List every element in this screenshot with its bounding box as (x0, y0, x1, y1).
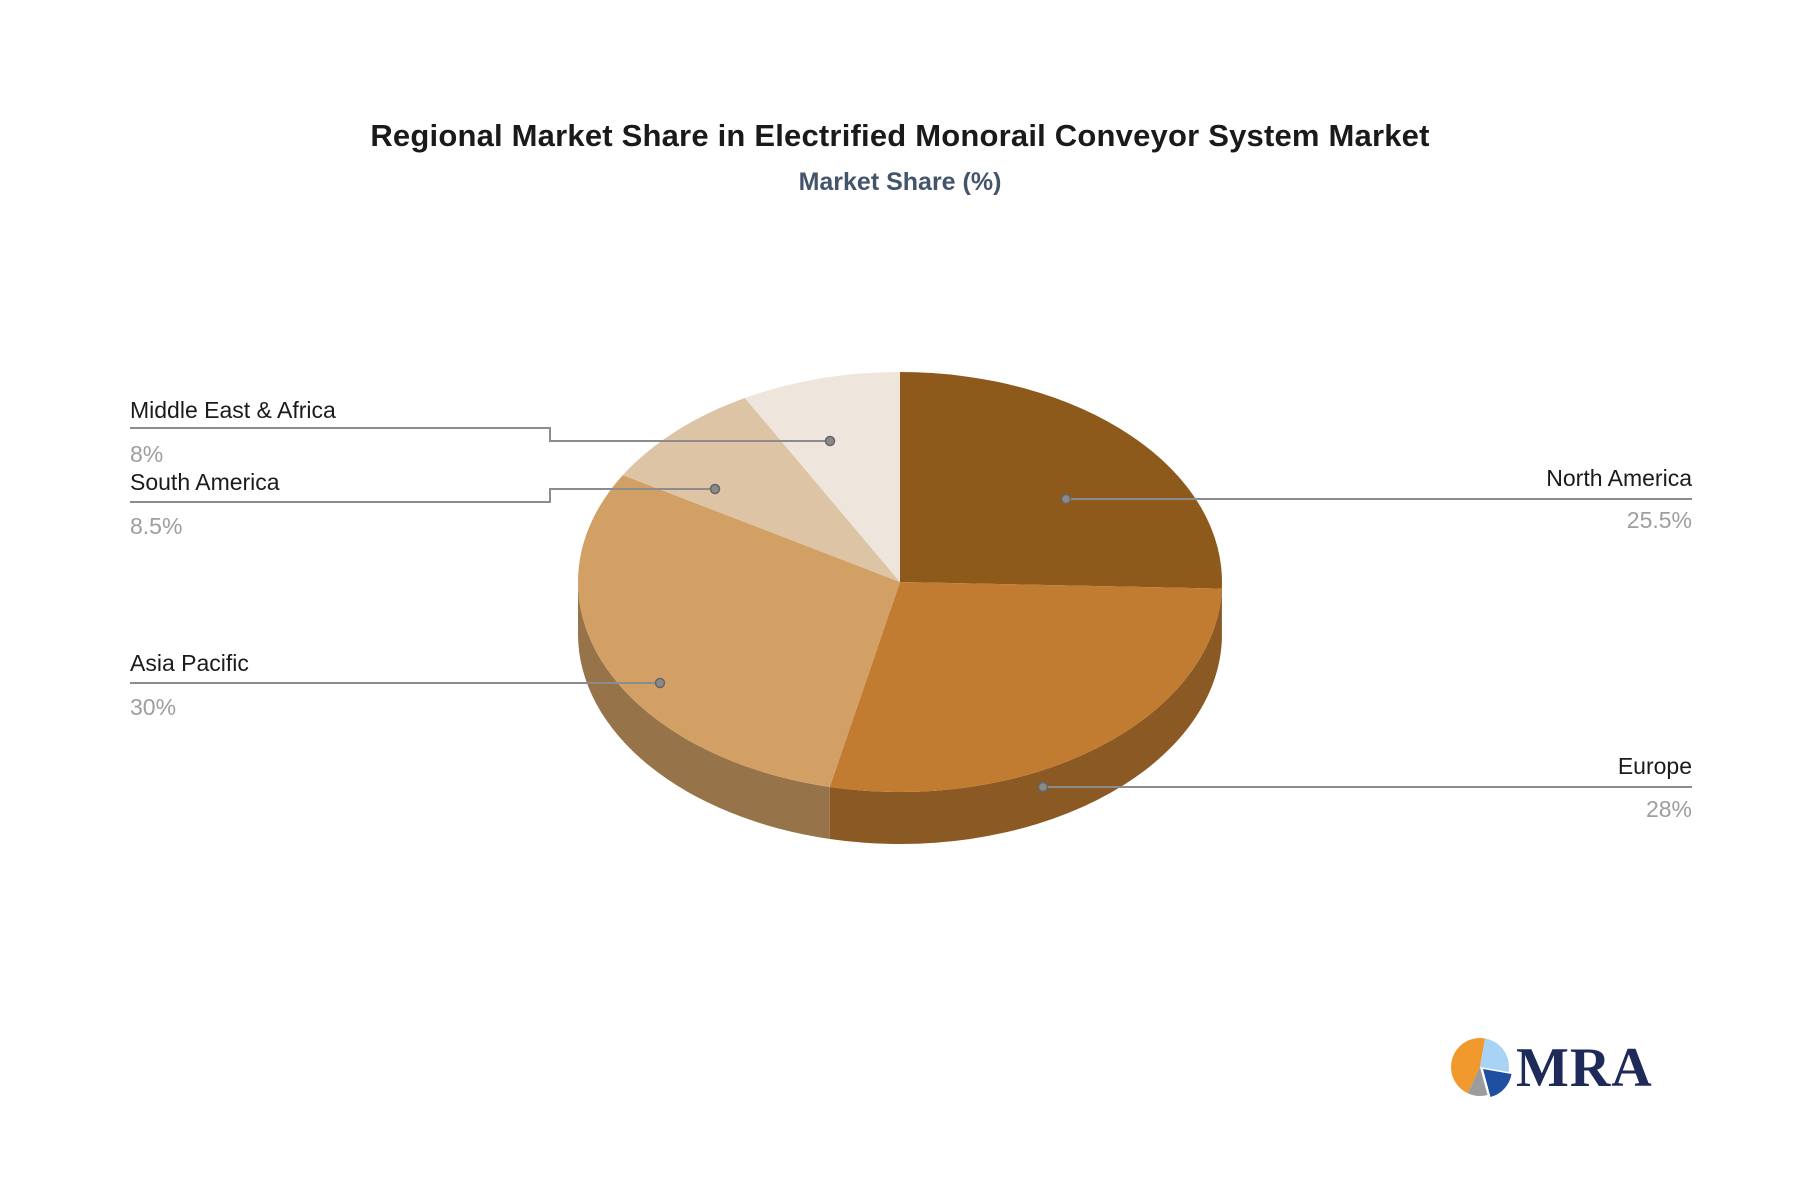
logo-wedge-gray (1467, 1067, 1488, 1096)
pie-slice-south-america[interactable] (622, 397, 900, 582)
slice-value-middle-east-africa: 8% (130, 441, 164, 467)
slice-value-europe: 28% (1645, 796, 1692, 822)
slice-value-south-america: 8.5% (130, 513, 183, 539)
slice-value-asia-pacific: 30% (130, 694, 177, 720)
leader-dot-asia-pacific (654, 677, 666, 689)
pie-slice-north-america[interactable] (900, 372, 1222, 589)
mra-logo: MRA (1450, 1036, 1653, 1100)
leader-dot-north-america (1060, 493, 1072, 505)
leader-line-south-america (130, 488, 715, 503)
slice-label-north-america: North America (1546, 465, 1692, 491)
pie-slice-asia-pacific[interactable] (578, 475, 900, 787)
pie-slice-side-europe (829, 588, 1222, 844)
leader-dot-middle-east-africa (824, 435, 836, 447)
slice-label-south-america: South America (130, 469, 280, 495)
slice-label-europe: Europe (1617, 753, 1692, 779)
pie-slice-side-asia-pacific (578, 582, 830, 839)
chart-title: Regional Market Share in Electrified Mon… (370, 118, 1430, 153)
leader-line-middle-east-africa (130, 427, 830, 442)
slice-label-asia-pacific: Asia Pacific (130, 650, 249, 676)
mra-logo-pie-icon (1451, 1038, 1512, 1098)
slice-value-north-america: 25.5% (1626, 507, 1692, 533)
pie-slice-europe[interactable] (829, 582, 1222, 792)
slice-label-middle-east-africa: Middle East & Africa (130, 397, 336, 423)
leader-dot-south-america (709, 483, 721, 495)
logo-wedge-light-blue (1480, 1038, 1509, 1073)
chart-subtitle: Market Share (%) (798, 168, 1002, 196)
pie-slice-middle-east-africa[interactable] (744, 372, 900, 582)
logo-wedge-dark-blue (1483, 1069, 1512, 1098)
leader-dot-europe (1037, 781, 1049, 793)
logo-wedge-orange (1451, 1038, 1486, 1094)
mra-logo-text: MRA (1516, 1037, 1653, 1099)
